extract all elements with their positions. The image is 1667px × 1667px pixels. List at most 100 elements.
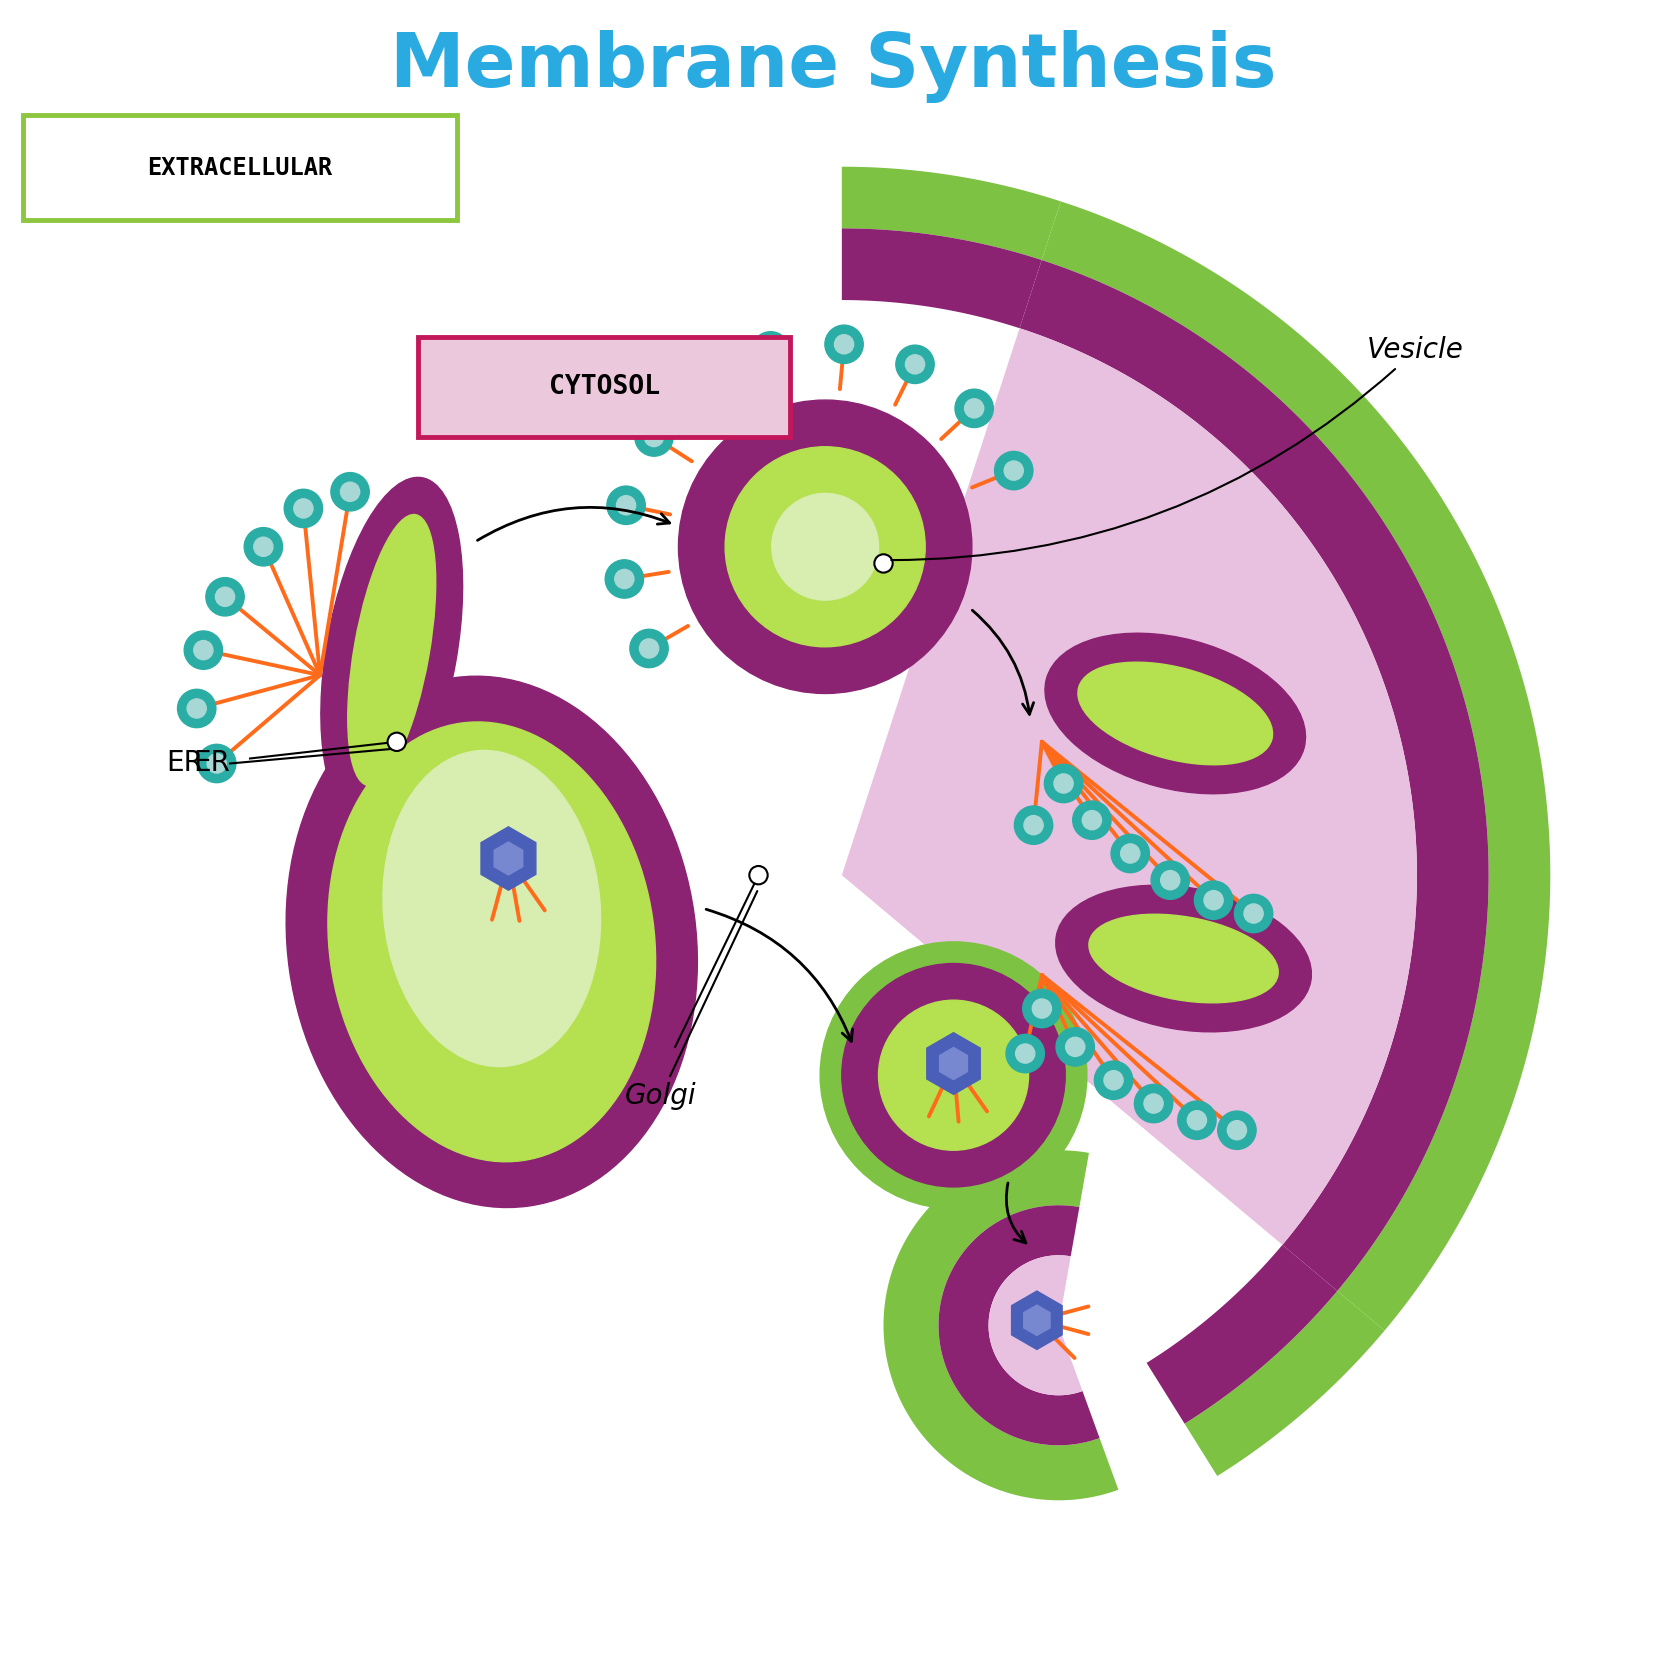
- Circle shape: [1007, 1034, 1045, 1074]
- Circle shape: [1204, 890, 1224, 910]
- Circle shape: [1195, 880, 1234, 920]
- Circle shape: [1095, 1062, 1134, 1100]
- Circle shape: [1187, 1110, 1207, 1130]
- Circle shape: [198, 743, 237, 782]
- Circle shape: [750, 867, 768, 884]
- Circle shape: [630, 630, 668, 667]
- Circle shape: [725, 447, 925, 647]
- Circle shape: [1065, 1037, 1085, 1057]
- Circle shape: [605, 560, 643, 598]
- Ellipse shape: [1079, 662, 1272, 765]
- Polygon shape: [842, 228, 1042, 328]
- Circle shape: [762, 342, 780, 360]
- FancyBboxPatch shape: [418, 337, 790, 437]
- Circle shape: [1054, 773, 1074, 793]
- Circle shape: [1024, 815, 1044, 835]
- Circle shape: [388, 733, 407, 750]
- Circle shape: [965, 398, 984, 418]
- Ellipse shape: [1045, 633, 1305, 793]
- Circle shape: [640, 638, 658, 658]
- Polygon shape: [1147, 1245, 1337, 1424]
- Circle shape: [875, 553, 894, 573]
- Circle shape: [1244, 904, 1264, 924]
- Polygon shape: [989, 1255, 1082, 1395]
- Circle shape: [1160, 870, 1180, 890]
- Circle shape: [685, 363, 723, 402]
- Text: EXTRACELLULAR: EXTRACELLULAR: [147, 155, 333, 180]
- Ellipse shape: [320, 477, 463, 823]
- Text: Vesicle: Vesicle: [892, 337, 1464, 560]
- Circle shape: [207, 578, 245, 615]
- Circle shape: [955, 388, 994, 427]
- Polygon shape: [1012, 1290, 1062, 1350]
- FancyBboxPatch shape: [23, 115, 457, 220]
- Ellipse shape: [1055, 885, 1312, 1032]
- Circle shape: [645, 427, 663, 447]
- Circle shape: [1082, 810, 1102, 830]
- Circle shape: [820, 942, 1087, 1209]
- Circle shape: [1104, 1070, 1124, 1090]
- Polygon shape: [884, 1150, 1119, 1500]
- Circle shape: [695, 373, 713, 393]
- Circle shape: [635, 418, 673, 457]
- Circle shape: [340, 482, 360, 502]
- Text: Golgi: Golgi: [625, 892, 757, 1110]
- Circle shape: [752, 332, 790, 370]
- Polygon shape: [940, 1047, 967, 1080]
- Circle shape: [772, 493, 879, 600]
- Circle shape: [245, 527, 283, 565]
- Text: CYTOSOL: CYTOSOL: [548, 373, 660, 400]
- Circle shape: [615, 570, 633, 588]
- Circle shape: [1032, 999, 1052, 1019]
- Text: ER: ER: [167, 750, 203, 777]
- Circle shape: [1120, 844, 1140, 864]
- Circle shape: [332, 473, 370, 510]
- Circle shape: [607, 487, 645, 525]
- Text: ER: ER: [193, 750, 230, 777]
- Ellipse shape: [287, 677, 697, 1207]
- Circle shape: [995, 452, 1034, 490]
- Circle shape: [178, 690, 217, 727]
- Circle shape: [1015, 1044, 1035, 1064]
- Circle shape: [1227, 1120, 1247, 1140]
- Circle shape: [1112, 834, 1150, 874]
- Circle shape: [207, 753, 227, 773]
- Circle shape: [905, 355, 925, 373]
- Circle shape: [293, 498, 313, 518]
- Circle shape: [842, 964, 1065, 1187]
- Polygon shape: [1185, 1290, 1385, 1475]
- Ellipse shape: [328, 722, 655, 1162]
- Circle shape: [1179, 1102, 1217, 1140]
- Ellipse shape: [383, 750, 600, 1067]
- Circle shape: [285, 490, 323, 527]
- Circle shape: [617, 495, 635, 515]
- Circle shape: [187, 698, 207, 718]
- Circle shape: [1004, 462, 1024, 480]
- Ellipse shape: [348, 515, 435, 785]
- Polygon shape: [939, 1205, 1100, 1445]
- Circle shape: [895, 345, 934, 383]
- Circle shape: [1152, 860, 1190, 900]
- Polygon shape: [842, 328, 1417, 1245]
- Circle shape: [678, 400, 972, 693]
- Circle shape: [1235, 894, 1274, 934]
- Circle shape: [1024, 989, 1062, 1027]
- Circle shape: [253, 537, 273, 557]
- Polygon shape: [493, 842, 523, 875]
- Circle shape: [215, 587, 235, 607]
- Circle shape: [185, 632, 223, 670]
- Circle shape: [1057, 1027, 1095, 1067]
- Circle shape: [1219, 1110, 1257, 1150]
- Circle shape: [1135, 1084, 1174, 1124]
- Circle shape: [879, 1000, 1029, 1150]
- Polygon shape: [1020, 260, 1489, 1290]
- Circle shape: [825, 325, 864, 363]
- Circle shape: [1015, 807, 1054, 844]
- Circle shape: [1144, 1094, 1164, 1114]
- Circle shape: [835, 335, 854, 353]
- Text: Membrane Synthesis: Membrane Synthesis: [390, 30, 1277, 103]
- Circle shape: [1045, 763, 1084, 803]
- Polygon shape: [1024, 1305, 1050, 1335]
- Polygon shape: [842, 167, 1060, 260]
- Polygon shape: [1042, 202, 1550, 1330]
